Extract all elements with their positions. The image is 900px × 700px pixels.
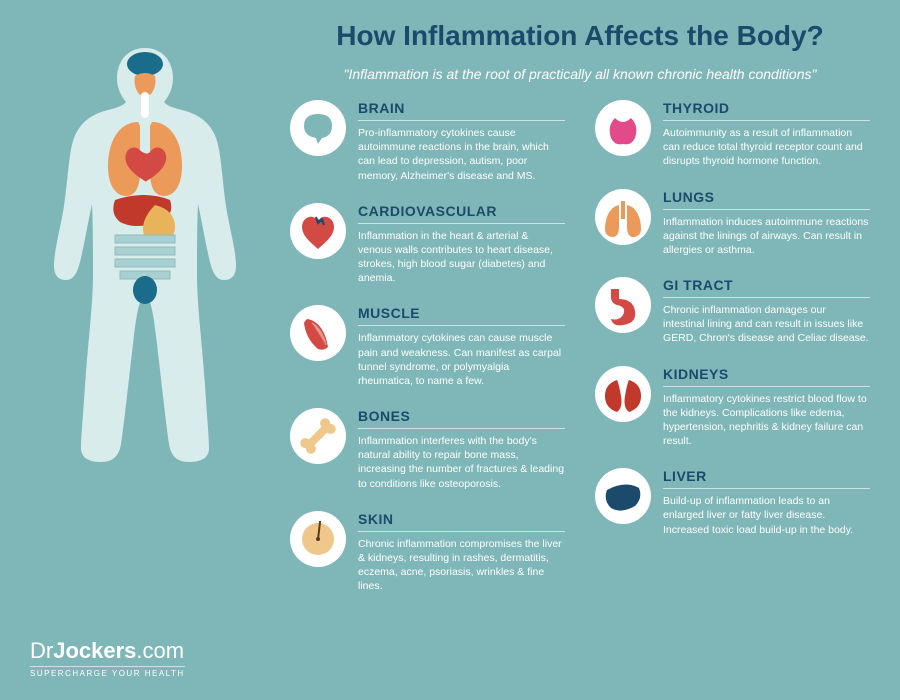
right-column: THYROID Autoimmunity as a result of infl… [595, 100, 870, 613]
lungs-icon [595, 189, 651, 245]
kidneys-title: KIDNEYS [663, 366, 870, 387]
kidneys-icon [595, 366, 651, 422]
bones-title: BONES [358, 408, 565, 429]
brand-tagline: SUPERCHARGE YOUR HEALTH [30, 666, 185, 678]
muscle-title: MUSCLE [358, 305, 565, 326]
lungs-title: LUNGS [663, 189, 870, 210]
page-subtitle: "Inflammation is at the root of practica… [290, 66, 870, 82]
left-column: BRAIN Pro-inflammatory cytokines cause a… [290, 100, 565, 613]
gi-icon [595, 277, 651, 333]
cardiovascular-icon [290, 203, 346, 259]
thyroid-title: THYROID [663, 100, 870, 121]
brain-title: BRAIN [358, 100, 565, 121]
bones-desc: Inflammation interferes with the body's … [358, 434, 565, 491]
thyroid-desc: Autoimmunity as a result of inflammation… [663, 126, 870, 169]
human-body-figure [20, 40, 270, 470]
item-skin: SKIN Chronic inflammation compromises th… [290, 511, 565, 594]
muscle-icon [290, 305, 346, 361]
item-kidneys: KIDNEYS Inflammatory cytokines restrict … [595, 366, 870, 449]
liver-title: LIVER [663, 468, 870, 489]
cardiovascular-title: CARDIOVASCULAR [358, 203, 565, 224]
liver-icon [595, 468, 651, 524]
kidneys-desc: Inflammatory cytokines restrict blood fl… [663, 392, 870, 449]
item-bones: BONES Inflammation interferes with the b… [290, 408, 565, 491]
liver-desc: Build-up of inflammation leads to an enl… [663, 494, 870, 537]
item-gi: GI TRACT Chronic inflammation damages ou… [595, 277, 870, 346]
lungs-desc: Inflammation induces autoimmune reaction… [663, 215, 870, 258]
skin-icon [290, 511, 346, 567]
organ-throat [141, 92, 149, 118]
brain-icon [290, 100, 346, 156]
muscle-desc: Inflammatory cytokines can cause muscle … [358, 331, 565, 388]
infographic-page: How Inflammation Affects the Body? "Infl… [0, 0, 900, 700]
item-muscle: MUSCLE Inflammatory cytokines can cause … [290, 305, 565, 388]
thyroid-icon [595, 100, 651, 156]
brand-logo: DrJockers.com SUPERCHARGE YOUR HEALTH [30, 638, 185, 678]
skin-title: SKIN [358, 511, 565, 532]
content-columns: BRAIN Pro-inflammatory cytokines cause a… [290, 100, 870, 613]
page-title: How Inflammation Affects the Body? [290, 20, 870, 52]
item-brain: BRAIN Pro-inflammatory cytokines cause a… [290, 100, 565, 183]
organ-brain [127, 52, 163, 76]
item-thyroid: THYROID Autoimmunity as a result of infl… [595, 100, 870, 169]
gi-title: GI TRACT [663, 277, 870, 298]
item-lungs: LUNGS Inflammation induces autoimmune re… [595, 189, 870, 258]
item-cardiovascular: CARDIOVASCULAR Inflammation in the heart… [290, 203, 565, 286]
gi-desc: Chronic inflammation damages our intesti… [663, 303, 870, 346]
skin-desc: Chronic inflammation compromises the liv… [358, 537, 565, 594]
organ-bladder [133, 276, 157, 304]
brain-desc: Pro-inflammatory cytokines cause autoimm… [358, 126, 565, 183]
brand-name: DrJockers.com [30, 638, 185, 664]
bones-icon [290, 408, 346, 464]
item-liver: LIVER Build-up of inflammation leads to … [595, 468, 870, 537]
cardiovascular-desc: Inflammation in the heart & arterial & v… [358, 229, 565, 286]
